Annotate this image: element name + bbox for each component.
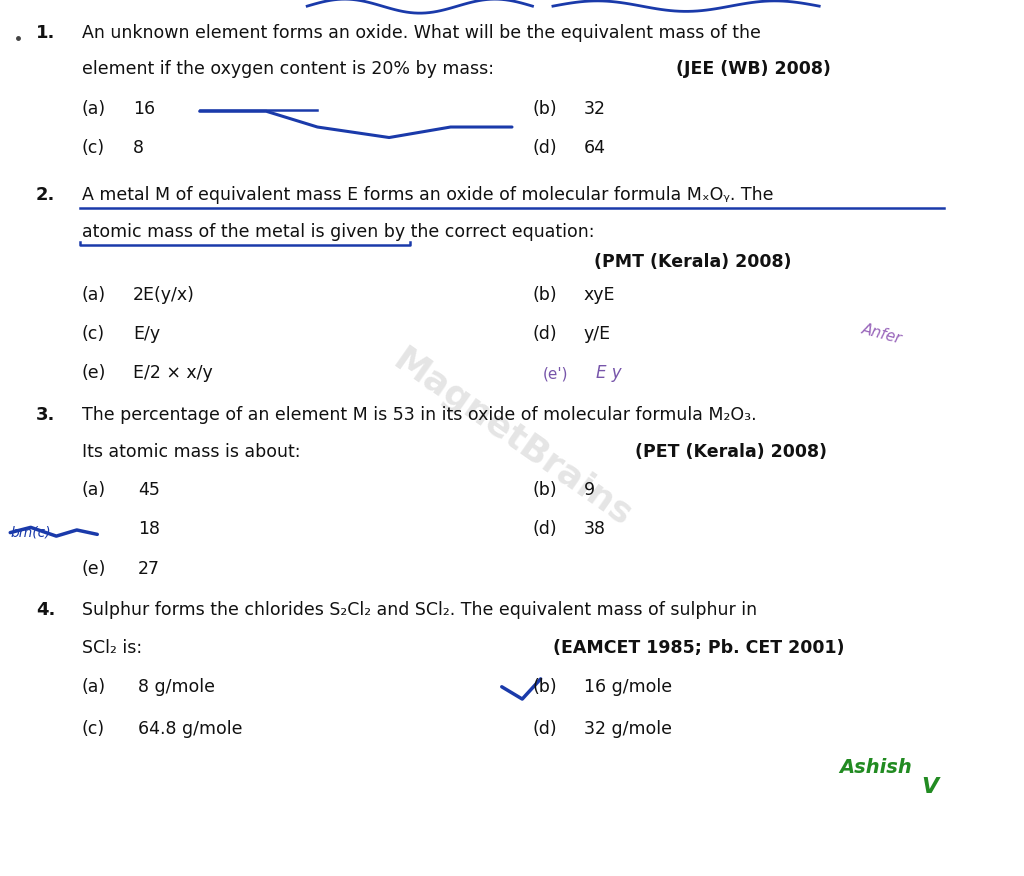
Text: (a): (a) bbox=[82, 481, 106, 499]
Text: (c): (c) bbox=[82, 720, 105, 738]
Text: 45: 45 bbox=[138, 481, 160, 499]
Text: 4.: 4. bbox=[36, 601, 55, 619]
Text: (a): (a) bbox=[82, 100, 106, 118]
Text: (d): (d) bbox=[532, 139, 557, 158]
Text: (e): (e) bbox=[82, 560, 106, 578]
Text: (b): (b) bbox=[532, 678, 557, 696]
Text: (d): (d) bbox=[532, 325, 557, 343]
Text: (e): (e) bbox=[82, 364, 106, 383]
Text: An unknown element forms an oxide. What will be the equivalent mass of the: An unknown element forms an oxide. What … bbox=[82, 24, 761, 42]
Text: 1.: 1. bbox=[36, 24, 55, 42]
Text: 32: 32 bbox=[584, 100, 605, 118]
Text: MagnetBrains: MagnetBrains bbox=[386, 343, 638, 533]
Text: 2.: 2. bbox=[36, 186, 55, 204]
Text: (PMT (Kerala) 2008): (PMT (Kerala) 2008) bbox=[594, 253, 792, 272]
Text: 3.: 3. bbox=[36, 406, 55, 425]
Text: E/2 × x/y: E/2 × x/y bbox=[133, 364, 213, 383]
Text: V: V bbox=[922, 777, 939, 797]
Text: 2E(y/x): 2E(y/x) bbox=[133, 286, 195, 304]
Text: (JEE (WB) 2008): (JEE (WB) 2008) bbox=[676, 60, 830, 79]
Text: 9: 9 bbox=[584, 481, 595, 499]
Text: (a): (a) bbox=[82, 678, 106, 696]
Text: 18: 18 bbox=[138, 520, 160, 539]
Text: E y: E y bbox=[596, 364, 622, 383]
Text: (b): (b) bbox=[532, 481, 557, 499]
Text: atomic mass of the metal is given by the correct equation:: atomic mass of the metal is given by the… bbox=[82, 223, 594, 241]
Text: 8: 8 bbox=[133, 139, 144, 158]
Text: SCl₂ is:: SCl₂ is: bbox=[82, 639, 142, 657]
Text: 38: 38 bbox=[584, 520, 605, 539]
Text: The percentage of an element M is 53 in its oxide of molecular formula M₂O₃.: The percentage of an element M is 53 in … bbox=[82, 406, 757, 425]
Text: (d): (d) bbox=[532, 720, 557, 738]
Text: (b): (b) bbox=[532, 100, 557, 118]
Text: 32 g/mole: 32 g/mole bbox=[584, 720, 672, 738]
Text: Sulphur forms the chlorides S₂Cl₂ and SCl₂. The equivalent mass of sulphur in: Sulphur forms the chlorides S₂Cl₂ and SC… bbox=[82, 601, 757, 619]
Text: (e'): (e') bbox=[543, 366, 568, 381]
Text: A metal M of equivalent mass E forms an oxide of molecular formula MₓOᵧ. The: A metal M of equivalent mass E forms an … bbox=[82, 186, 773, 204]
Text: bm(c): bm(c) bbox=[10, 525, 51, 539]
Text: element if the oxygen content is 20% by mass:: element if the oxygen content is 20% by … bbox=[82, 60, 494, 79]
Text: 64: 64 bbox=[584, 139, 605, 158]
Text: (a): (a) bbox=[82, 286, 106, 304]
Text: Its atomic mass is about:: Its atomic mass is about: bbox=[82, 443, 300, 462]
Text: Ashish: Ashish bbox=[840, 758, 912, 777]
Text: y/E: y/E bbox=[584, 325, 610, 343]
Text: 8 g/mole: 8 g/mole bbox=[138, 678, 215, 696]
Text: (c): (c) bbox=[82, 139, 105, 158]
Text: E/y: E/y bbox=[133, 325, 160, 343]
Text: (c): (c) bbox=[82, 325, 105, 343]
Text: Anfer: Anfer bbox=[860, 321, 903, 346]
Text: 16 g/mole: 16 g/mole bbox=[584, 678, 672, 696]
Text: 27: 27 bbox=[138, 560, 160, 578]
Text: (PET (Kerala) 2008): (PET (Kerala) 2008) bbox=[635, 443, 827, 462]
Text: (d): (d) bbox=[532, 520, 557, 539]
Text: 16: 16 bbox=[133, 100, 156, 118]
Text: (EAMCET 1985; Pb. CET 2001): (EAMCET 1985; Pb. CET 2001) bbox=[553, 639, 845, 657]
Text: (b): (b) bbox=[532, 286, 557, 304]
Text: 64.8 g/mole: 64.8 g/mole bbox=[138, 720, 243, 738]
Text: xyE: xyE bbox=[584, 286, 615, 304]
